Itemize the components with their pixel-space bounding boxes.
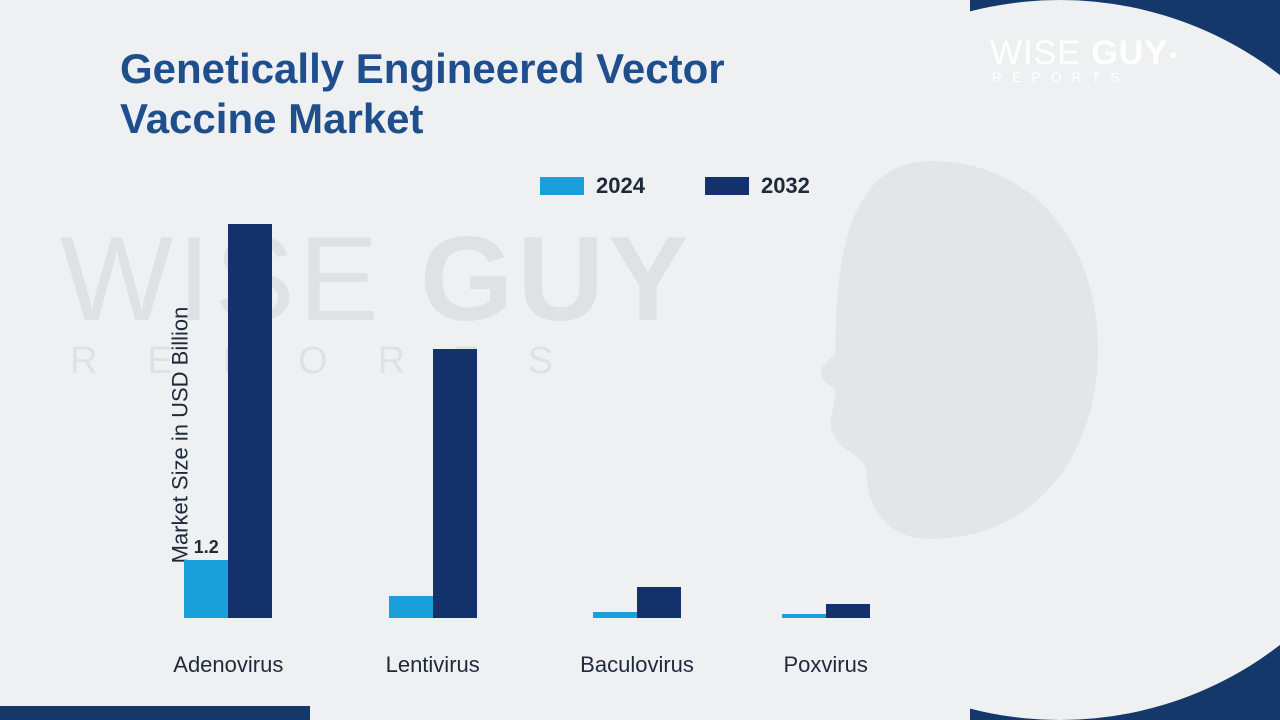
bar-2032 — [637, 587, 681, 618]
legend-swatch-2024 — [540, 177, 584, 195]
bar-group — [782, 604, 870, 618]
bar-2032 — [433, 349, 477, 618]
bar-group — [593, 587, 681, 618]
bar-2024: 1.2 — [184, 560, 228, 618]
x-tick-label: Adenovirus — [173, 652, 283, 678]
legend-swatch-2032 — [705, 177, 749, 195]
legend-label-2024: 2024 — [596, 173, 645, 199]
legend-label-2032: 2032 — [761, 173, 810, 199]
bar-group — [389, 349, 477, 618]
legend-item-2032: 2032 — [705, 173, 810, 199]
plot-area: 1.2 — [134, 210, 920, 618]
footer-accent-bar — [0, 706, 310, 720]
bar-chart: Market Size in USD Billion 1.2 Adenoviru… — [100, 210, 920, 660]
bar-group: 1.2 — [184, 224, 272, 618]
legend-item-2024: 2024 — [540, 173, 645, 199]
chart-title: Genetically Engineered Vector Vaccine Ma… — [120, 44, 760, 143]
bar-value-label: 1.2 — [194, 537, 219, 560]
chart-canvas: WISE GUY REPORTS WISE GUY REPORTS Geneti… — [0, 0, 1280, 720]
legend: 2024 2032 — [540, 173, 810, 199]
brand-logo: WISE GUY REPORTS — [990, 34, 1260, 85]
bar-2032 — [228, 224, 272, 618]
x-tick-label: Baculovirus — [580, 652, 694, 678]
bar-2024 — [593, 612, 637, 618]
bar-2032 — [826, 604, 870, 618]
x-tick-label: Poxvirus — [783, 652, 867, 678]
x-tick-label: Lentivirus — [386, 652, 480, 678]
bar-2024 — [389, 596, 433, 618]
bar-2024 — [782, 614, 826, 618]
